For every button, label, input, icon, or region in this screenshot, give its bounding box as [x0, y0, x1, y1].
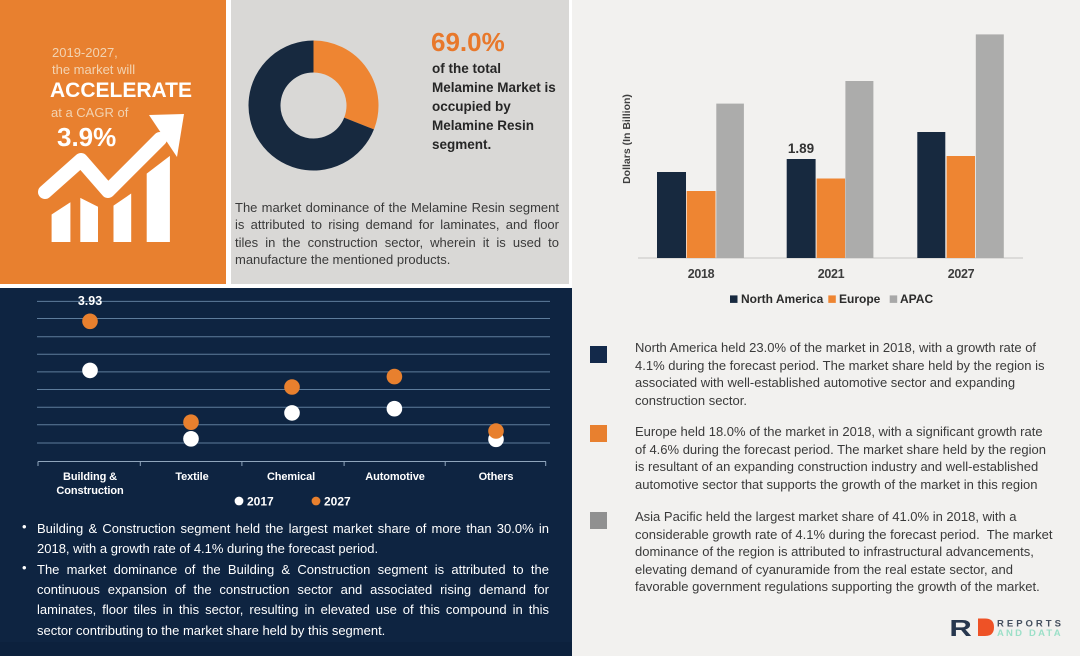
- svg-text:2021: 2021: [818, 267, 845, 281]
- svg-text:Dollars (In Billion): Dollars (In Billion): [621, 94, 633, 184]
- svg-text:Automotive: Automotive: [365, 471, 425, 483]
- svg-text:3.93: 3.93: [78, 294, 102, 308]
- svg-text:North America: North America: [741, 292, 824, 306]
- svg-text:Construction: Construction: [56, 485, 124, 497]
- svg-text:REPORTS: REPORTS: [997, 619, 1064, 630]
- svg-text:1.89: 1.89: [788, 141, 814, 156]
- svg-text:APAC: APAC: [900, 292, 933, 306]
- svg-text:AND DATA: AND DATA: [997, 628, 1063, 639]
- svg-text:R: R: [949, 615, 972, 639]
- svg-text:2027: 2027: [948, 267, 975, 281]
- svg-text:2017: 2017: [247, 495, 274, 509]
- svg-text:Textile: Textile: [175, 471, 208, 483]
- svg-text:2027: 2027: [324, 495, 351, 509]
- svg-text:Building &: Building &: [63, 471, 117, 483]
- svg-text:Europe: Europe: [839, 292, 881, 306]
- svg-text:Chemical: Chemical: [267, 471, 315, 483]
- svg-text:Others: Others: [479, 471, 514, 483]
- svg-text:2018: 2018: [688, 267, 715, 281]
